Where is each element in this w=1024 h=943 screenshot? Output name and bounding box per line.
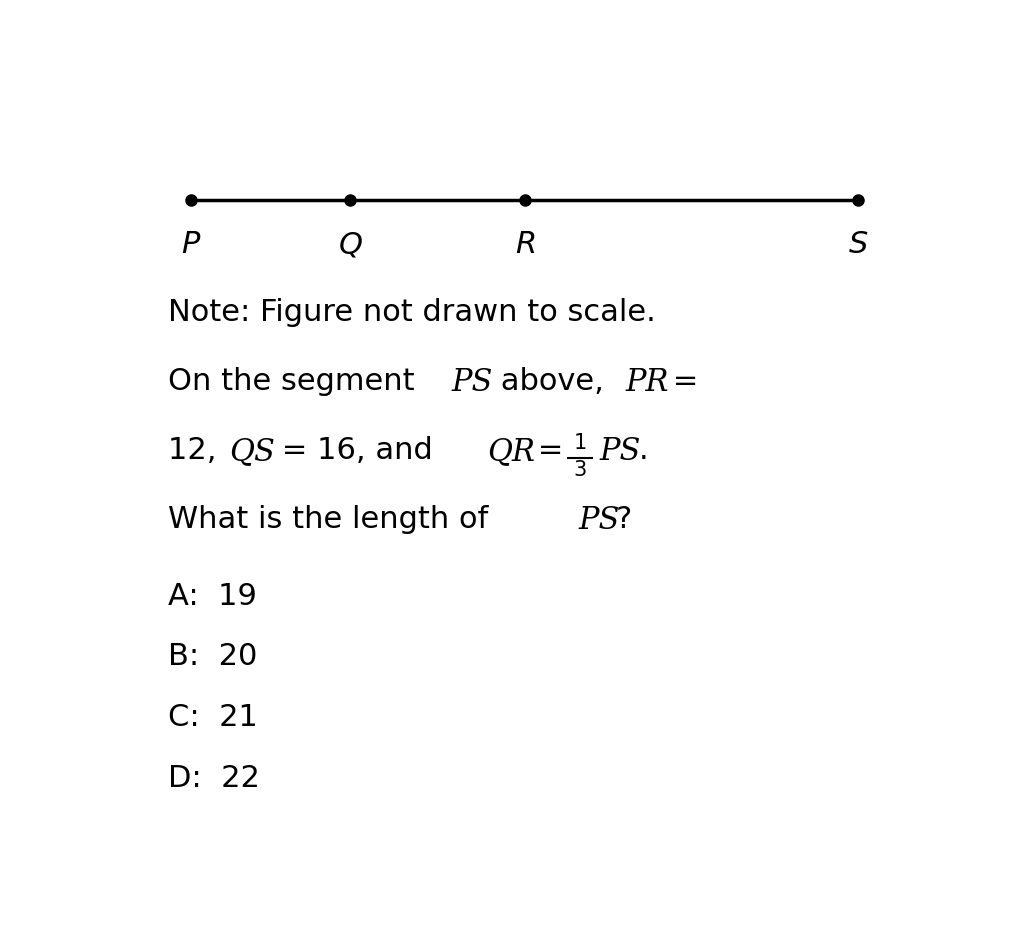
Text: above,: above, — [492, 367, 614, 396]
Text: 3: 3 — [573, 460, 587, 480]
Text: =: = — [528, 437, 573, 465]
Text: A:  19: A: 19 — [168, 582, 257, 610]
Text: What is the length of: What is the length of — [168, 505, 498, 535]
Text: $\it{P}$: $\it{P}$ — [181, 229, 202, 260]
Text: = 16, and: = 16, and — [272, 437, 443, 465]
Text: PS: PS — [452, 367, 494, 398]
Text: On the segment: On the segment — [168, 367, 424, 396]
Text: QR: QR — [487, 437, 536, 468]
Text: =: = — [663, 367, 698, 396]
Text: QS: QS — [229, 437, 275, 468]
Text: D:  22: D: 22 — [168, 764, 259, 793]
Text: 1: 1 — [573, 433, 587, 453]
Text: C:  21: C: 21 — [168, 703, 258, 732]
Text: PR: PR — [626, 367, 669, 398]
Text: .: . — [639, 437, 648, 465]
Text: Note: Figure not drawn to scale.: Note: Figure not drawn to scale. — [168, 298, 655, 327]
Text: $\it{Q}$: $\it{Q}$ — [338, 229, 362, 260]
Text: $\it{S}$: $\it{S}$ — [848, 229, 868, 260]
Text: B:  20: B: 20 — [168, 642, 257, 671]
Text: 12,: 12, — [168, 437, 226, 465]
Text: PS: PS — [578, 505, 620, 537]
Text: ?: ? — [616, 505, 632, 535]
Text: $\it{R}$: $\it{R}$ — [515, 229, 535, 260]
Text: PS: PS — [599, 437, 641, 468]
